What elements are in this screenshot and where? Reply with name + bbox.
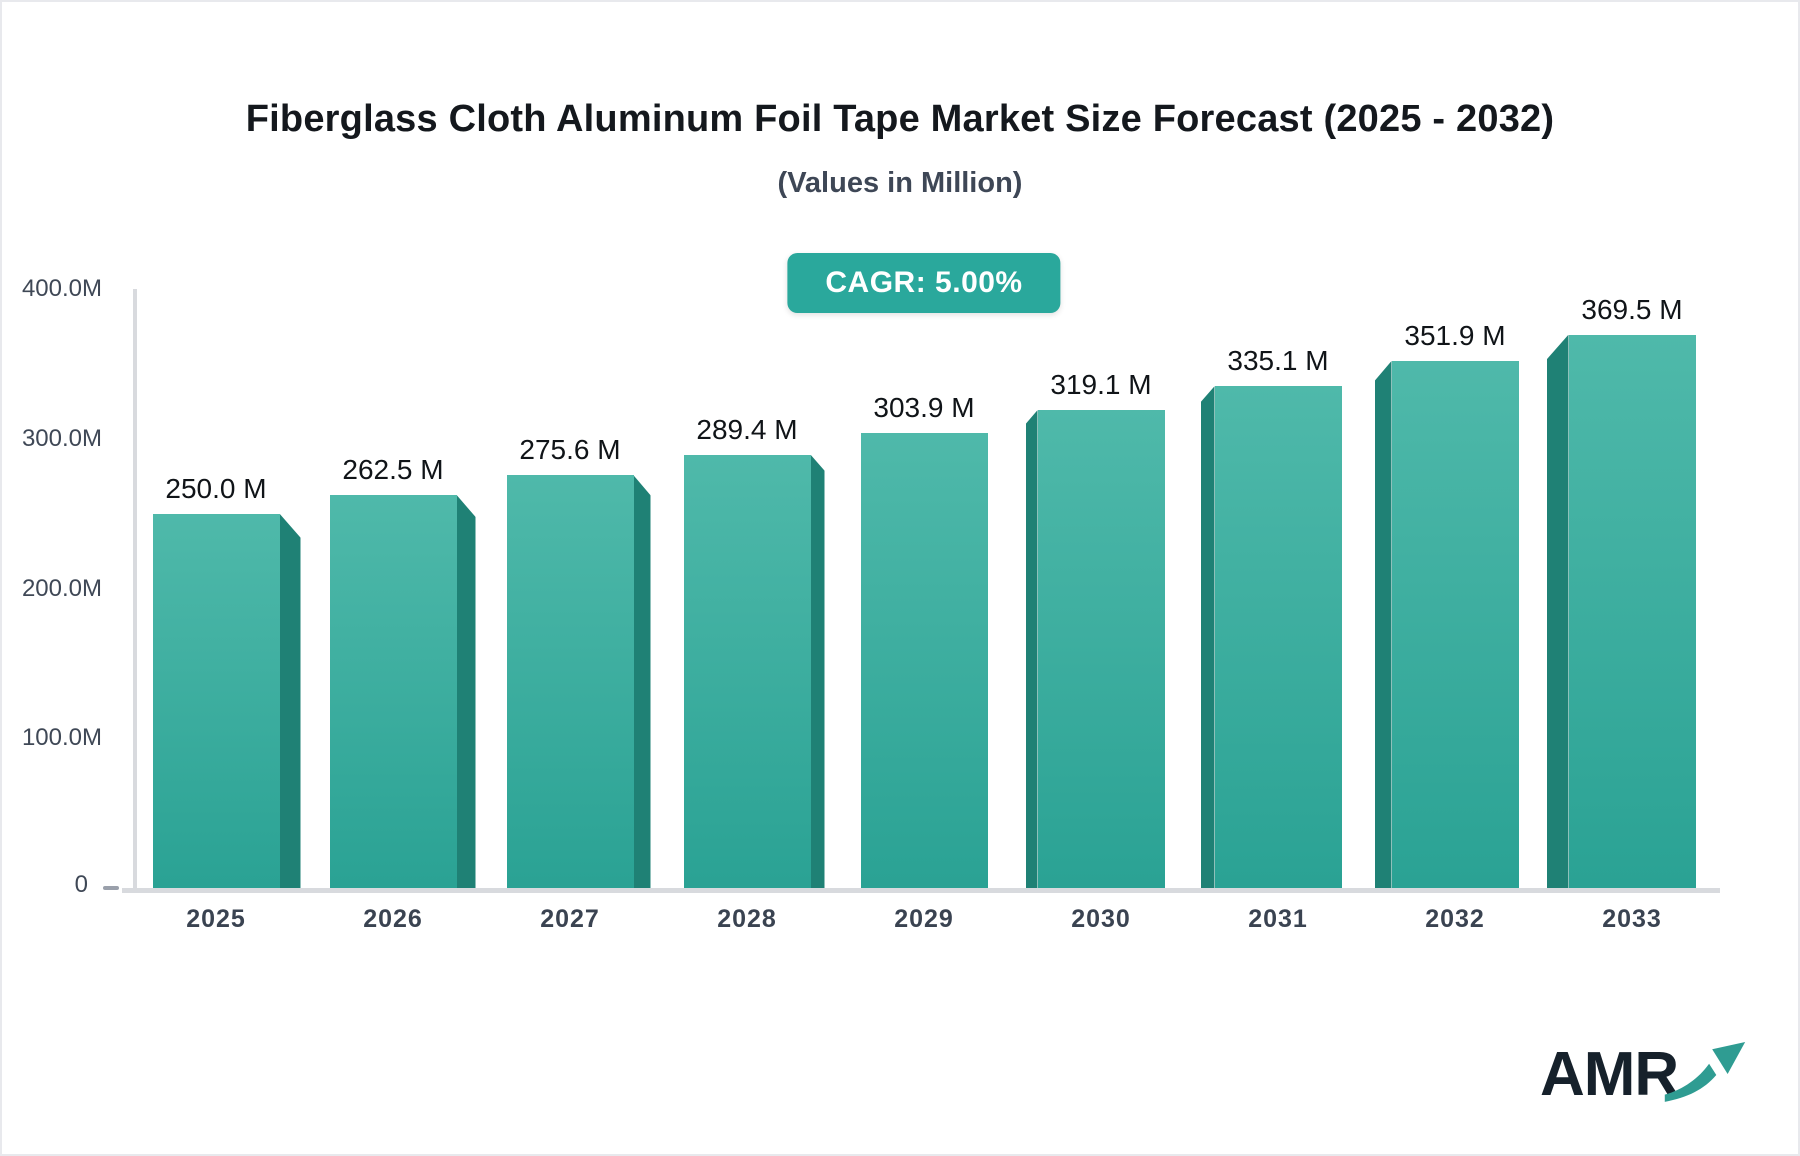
bar-value-label: 319.1 M [1050, 369, 1152, 401]
x-tick-label: 2028 [717, 905, 777, 933]
x-tick-label: 2032 [1425, 905, 1485, 933]
bar-side-face [279, 513, 301, 888]
bar-2030[interactable] [1037, 410, 1165, 888]
y-tick-label: 300.0M [21, 424, 102, 452]
bar-2033[interactable] [1568, 334, 1696, 888]
bar-value-label: 275.6 M [519, 434, 621, 466]
y-tick-label: 100.0M [21, 724, 102, 752]
bar-2029[interactable] [860, 432, 988, 888]
zero-tick-mark [103, 886, 119, 890]
y-tick-label: 400.0M [21, 275, 102, 302]
growth-arrow-icon [1664, 1042, 1746, 1102]
bar-2031[interactable] [1214, 386, 1342, 888]
bar-value-label: 351.9 M [1404, 320, 1506, 352]
bar-value-label: 250.0 M [165, 472, 267, 504]
x-tick-label: 2031 [1248, 905, 1308, 933]
bar-2025[interactable] [152, 513, 280, 888]
logo-text: AMR [1540, 1040, 1679, 1109]
bar-side-face [1374, 361, 1392, 888]
chart-subtitle: (Values in Million) [777, 167, 1023, 199]
y-axis-line [133, 289, 137, 893]
bar-side-face [1025, 410, 1038, 888]
bar-2026[interactable] [329, 494, 457, 888]
bar-value-label: 289.4 M [696, 413, 798, 445]
amr-logo: AMR [1540, 1040, 1748, 1109]
bar-side-face [456, 494, 476, 888]
bar-value-label: 303.9 M [873, 391, 975, 423]
x-tick-label: 2027 [540, 905, 600, 933]
bar-2032[interactable] [1391, 361, 1519, 888]
bar-2028[interactable] [683, 454, 811, 888]
bar-2027[interactable] [506, 475, 634, 888]
bar-side-face [633, 475, 651, 888]
x-axis-line [122, 888, 1720, 893]
cagr-badge: CAGR: 5.00% [787, 253, 1061, 313]
x-tick-label: 2030 [1071, 905, 1131, 933]
bar-side-face [810, 454, 825, 888]
bar-value-label: 262.5 M [342, 453, 444, 485]
bar-side-face [1200, 386, 1215, 888]
y-tick-label: 200.0M [21, 574, 102, 602]
chart-title: Fiberglass Cloth Aluminum Foil Tape Mark… [245, 98, 1555, 140]
x-tick-label: 2025 [186, 905, 246, 933]
x-tick-label: 2029 [894, 905, 954, 933]
y-tick-label: 0 [74, 871, 88, 898]
x-tick-label: 2026 [363, 905, 423, 933]
bar-side-face [1546, 334, 1569, 888]
bar-value-label: 369.5 M [1581, 293, 1683, 325]
x-tick-label: 2033 [1602, 905, 1662, 933]
bar-value-label: 335.1 M [1227, 345, 1329, 377]
